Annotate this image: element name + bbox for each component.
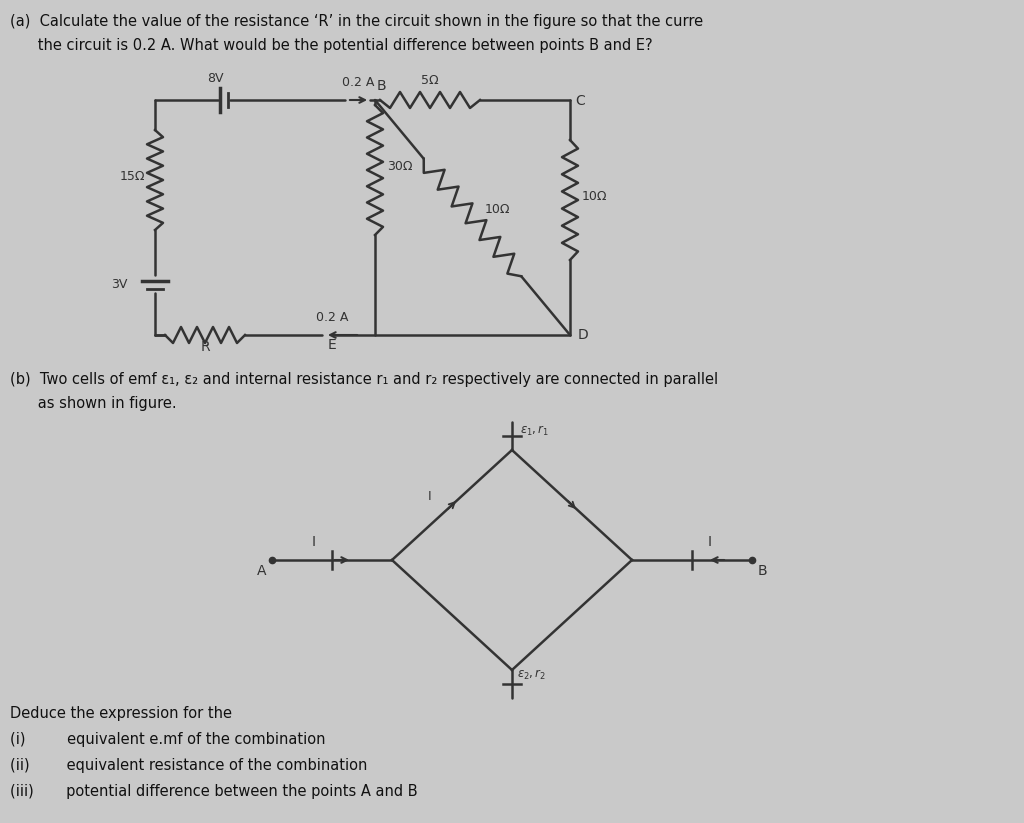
Text: I: I (312, 535, 316, 549)
Text: 10Ω: 10Ω (582, 190, 607, 203)
Text: $\epsilon_2,r_2$: $\epsilon_2,r_2$ (517, 668, 546, 682)
Text: 3V: 3V (111, 278, 127, 291)
Text: D: D (578, 328, 589, 342)
Text: 10Ω: 10Ω (484, 202, 510, 216)
Text: 0.2 A: 0.2 A (342, 76, 374, 89)
Text: E: E (328, 338, 336, 352)
Text: as shown in figure.: as shown in figure. (10, 396, 176, 411)
Text: (iii)       potential difference between the points A and B: (iii) potential difference between the p… (10, 784, 418, 799)
Text: B: B (757, 564, 767, 578)
Text: A: A (257, 564, 266, 578)
Text: 15Ω: 15Ω (120, 170, 145, 183)
Text: the circuit is 0.2 A. What would be the potential difference between points B an: the circuit is 0.2 A. What would be the … (10, 38, 652, 53)
Text: (ii)        equivalent resistance of the combination: (ii) equivalent resistance of the combin… (10, 758, 368, 773)
Text: 5Ω: 5Ω (421, 74, 439, 87)
Text: B: B (377, 79, 387, 93)
Text: R: R (200, 340, 210, 354)
Text: (a)  Calculate the value of the resistance ‘R’ in the circuit shown in the figur: (a) Calculate the value of the resistanc… (10, 14, 703, 29)
Text: C: C (575, 94, 585, 108)
Text: 0.2 A: 0.2 A (315, 311, 348, 324)
Text: (b)  Two cells of emf ε₁, ε₂ and internal resistance r₁ and r₂ respectively are : (b) Two cells of emf ε₁, ε₂ and internal… (10, 372, 718, 387)
Text: I: I (428, 490, 432, 503)
Text: 30Ω: 30Ω (387, 160, 413, 173)
Text: $\epsilon_1,r_1$: $\epsilon_1,r_1$ (520, 424, 549, 438)
Text: I: I (708, 535, 712, 549)
Text: Deduce the expression for the: Deduce the expression for the (10, 706, 232, 721)
Text: 8V: 8V (207, 72, 223, 85)
Text: (i)         equivalent e.mf of the combination: (i) equivalent e.mf of the combination (10, 732, 326, 747)
